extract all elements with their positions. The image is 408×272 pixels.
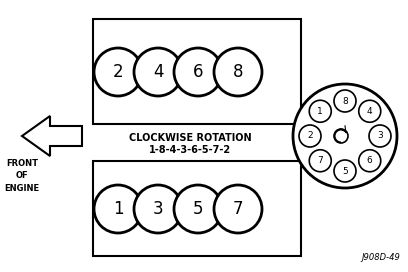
Circle shape (334, 129, 348, 143)
Circle shape (174, 48, 222, 96)
Text: 8: 8 (342, 97, 348, 106)
Text: FRONT
OF
ENGINE: FRONT OF ENGINE (4, 159, 40, 193)
Circle shape (359, 100, 381, 122)
Text: 1: 1 (317, 107, 323, 116)
Text: 3: 3 (153, 200, 163, 218)
Circle shape (334, 160, 356, 182)
Text: 4: 4 (153, 63, 163, 81)
Circle shape (214, 48, 262, 96)
Bar (93, 161, 301, 256)
Circle shape (293, 84, 397, 188)
Text: 4: 4 (367, 107, 373, 116)
Text: 2: 2 (113, 63, 123, 81)
Text: 8: 8 (233, 63, 243, 81)
Bar (93, 19, 301, 124)
Circle shape (134, 185, 182, 233)
Text: 5: 5 (193, 200, 203, 218)
Text: CLOCKWISE ROTATION: CLOCKWISE ROTATION (129, 133, 251, 143)
Circle shape (369, 125, 391, 147)
Circle shape (359, 150, 381, 172)
Text: J908D-49: J908D-49 (361, 253, 400, 262)
Text: 1-8-4-3-6-5-7-2: 1-8-4-3-6-5-7-2 (149, 145, 231, 155)
Circle shape (309, 150, 331, 172)
Text: 7: 7 (233, 200, 243, 218)
Circle shape (334, 90, 356, 112)
Text: 6: 6 (367, 156, 373, 165)
Text: 5: 5 (342, 166, 348, 175)
Circle shape (214, 185, 262, 233)
Circle shape (94, 185, 142, 233)
Circle shape (299, 125, 321, 147)
Text: 1: 1 (113, 200, 123, 218)
Text: 3: 3 (377, 131, 383, 141)
Text: 7: 7 (317, 156, 323, 165)
Polygon shape (22, 116, 82, 156)
Text: 2: 2 (307, 131, 313, 141)
Circle shape (94, 48, 142, 96)
Circle shape (134, 48, 182, 96)
Circle shape (309, 100, 331, 122)
Circle shape (174, 185, 222, 233)
Text: 6: 6 (193, 63, 203, 81)
